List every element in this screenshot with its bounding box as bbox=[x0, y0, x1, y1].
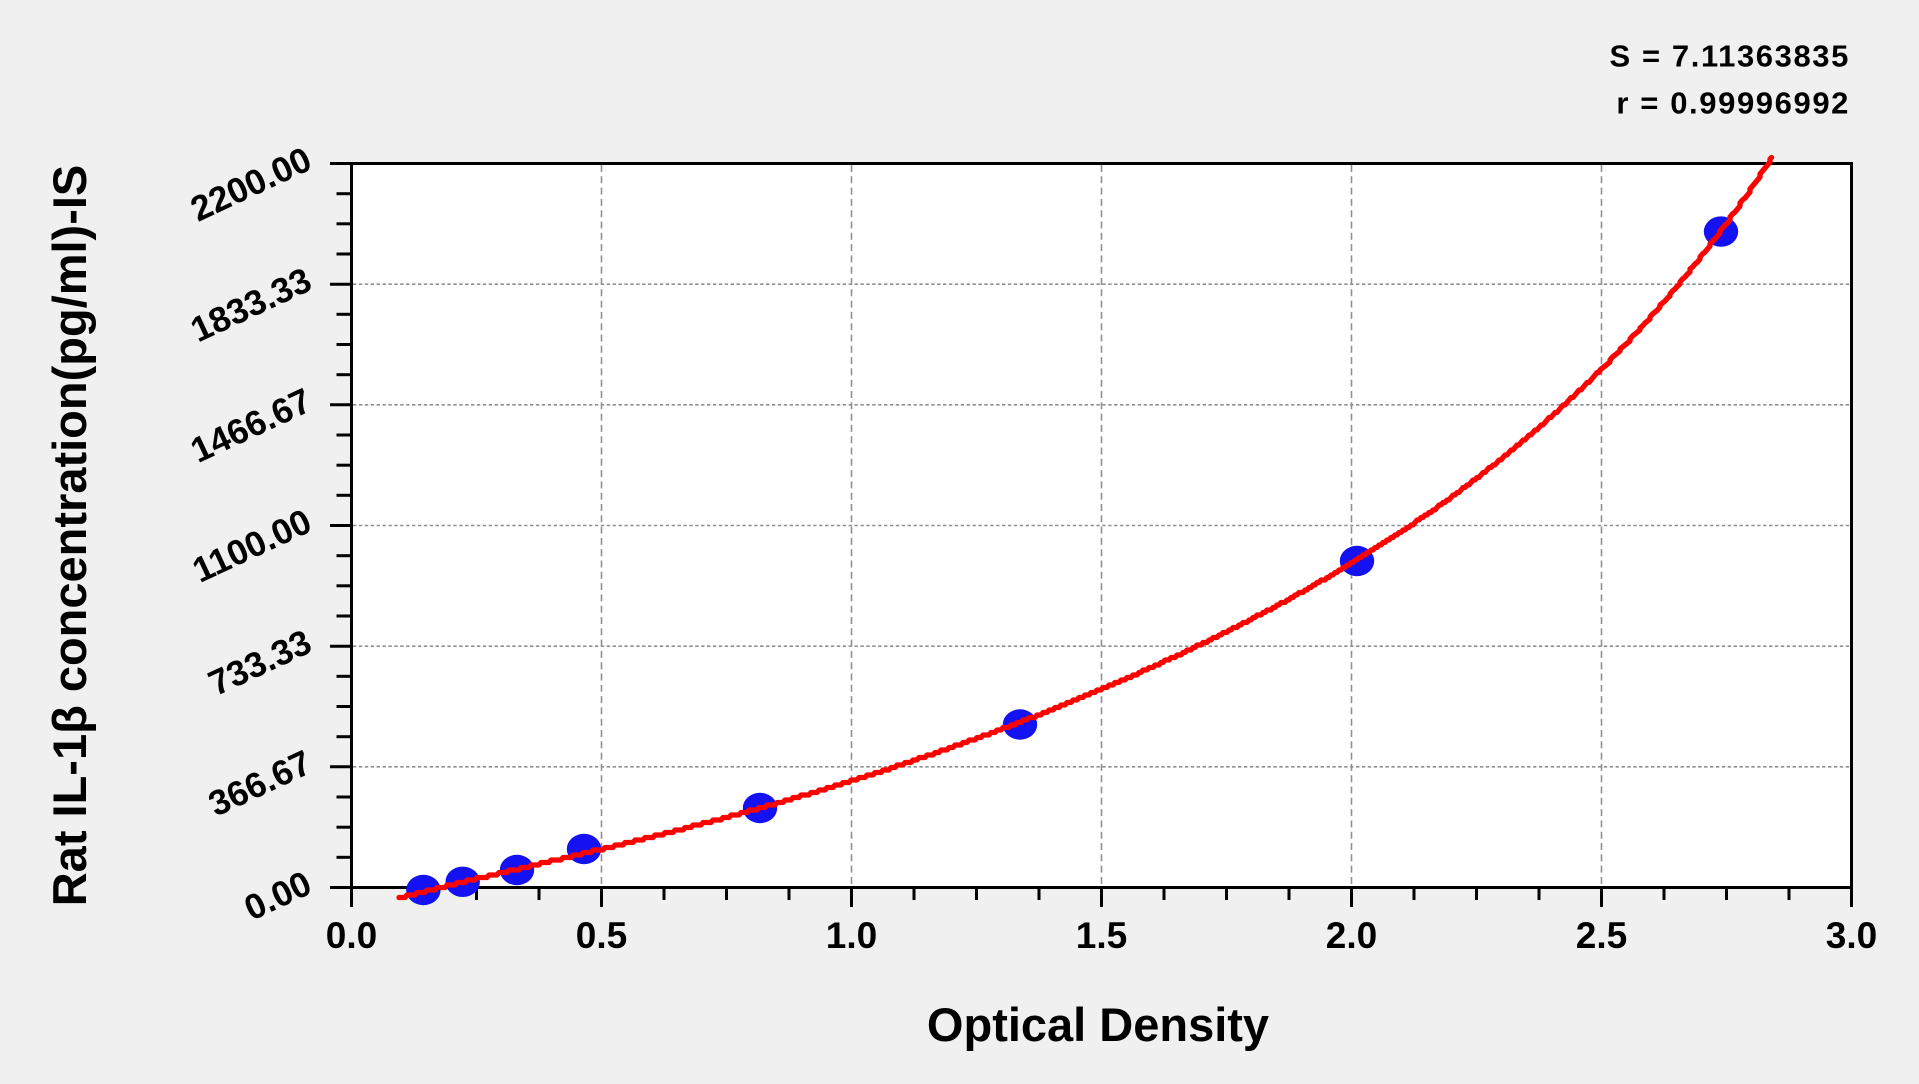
svg-text:0.5: 0.5 bbox=[576, 915, 627, 956]
svg-text:r = 0.99996992: r = 0.99996992 bbox=[1616, 86, 1850, 121]
svg-text:Rat IL-1β concentration(pg/ml): Rat IL-1β concentration(pg/ml)-IS bbox=[43, 165, 96, 907]
svg-text:1.5: 1.5 bbox=[1076, 915, 1127, 956]
svg-text:2.0: 2.0 bbox=[1326, 915, 1377, 956]
svg-text:Optical Density: Optical Density bbox=[927, 998, 1269, 1051]
svg-text:S = 7.11363835: S = 7.11363835 bbox=[1610, 39, 1850, 74]
svg-text:1.0: 1.0 bbox=[826, 915, 877, 956]
svg-text:0.0: 0.0 bbox=[326, 915, 377, 956]
svg-text:3.0: 3.0 bbox=[1826, 915, 1877, 956]
svg-text:2.5: 2.5 bbox=[1576, 915, 1627, 956]
